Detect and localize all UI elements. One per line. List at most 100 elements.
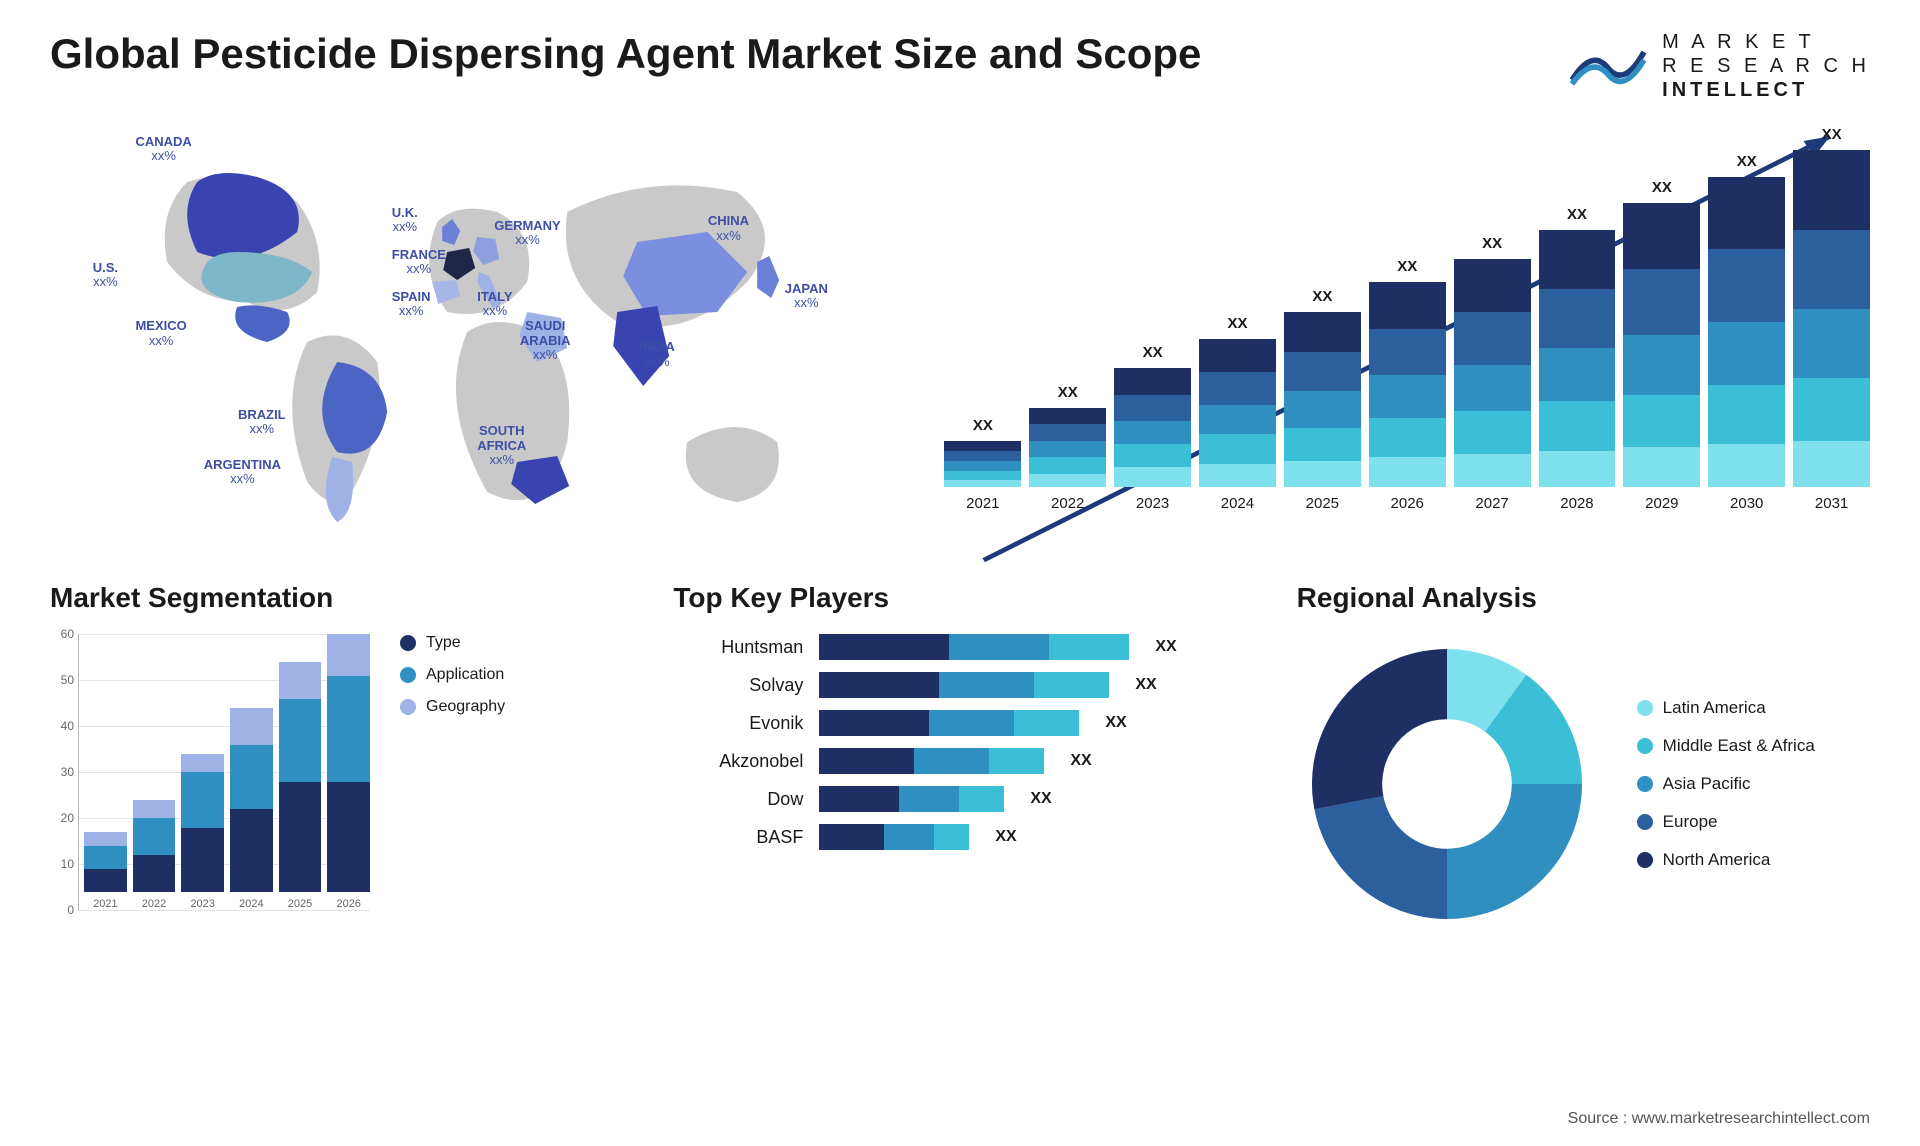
map-country-label: FRANCExx% <box>392 248 446 277</box>
legend-item: North America <box>1637 850 1815 870</box>
map-country-label: BRAZILxx% <box>238 408 286 437</box>
world-map: CANADAxx%U.S.xx%MEXICOxx%BRAZILxx%ARGENT… <box>50 122 904 542</box>
forecast-bar: XX2025 <box>1284 312 1361 512</box>
key-player-row: Akzonobel XX <box>673 748 1246 774</box>
legend-dot-icon <box>400 699 416 715</box>
key-player-bar <box>819 672 1109 698</box>
x-tick-label: 2021 <box>93 898 117 910</box>
swoosh-icon <box>1568 34 1648 99</box>
bottom-row: Market Segmentation 01020304050602021202… <box>50 582 1870 934</box>
legend-item: Middle East & Africa <box>1637 736 1815 756</box>
key-players-list: HuntsmanXXSolvayXXEvonikXXAkzonobelXXDow… <box>673 634 1246 850</box>
y-tick-label: 0 <box>50 903 74 917</box>
segmentation-body: 0102030405060202120222023202420252026 Ty… <box>50 634 623 934</box>
key-player-value: XX <box>1070 752 1091 770</box>
bar-value-label: XX <box>1114 344 1191 361</box>
segmentation-bar: 2023 <box>181 754 224 910</box>
page-title: Global Pesticide Dispersing Agent Market… <box>50 30 1201 78</box>
legend-label: North America <box>1663 850 1771 870</box>
legend-label: Type <box>426 634 461 652</box>
bar-year-label: 2031 <box>1815 495 1848 512</box>
legend-item: Europe <box>1637 812 1815 832</box>
key-player-value: XX <box>1155 638 1176 656</box>
bar-value-label: XX <box>1623 179 1700 196</box>
brand-line: R E S E A R C H <box>1662 54 1870 78</box>
brand-line: M A R K E T <box>1662 30 1870 54</box>
forecast-bar: XX2024 <box>1199 339 1276 512</box>
key-player-bar <box>819 824 969 850</box>
key-player-name: Solvay <box>673 675 803 696</box>
regional-donut-chart <box>1297 634 1597 934</box>
map-country-label: U.K.xx% <box>392 206 418 235</box>
segmentation-bar: 2021 <box>84 832 127 910</box>
key-players-title: Top Key Players <box>673 582 1246 614</box>
map-country-label: MEXICOxx% <box>135 319 186 348</box>
brand-logo: M A R K E T R E S E A R C H INTELLECT <box>1568 30 1870 102</box>
legend-label: Europe <box>1663 812 1718 832</box>
regional-body: Latin AmericaMiddle East & AfricaAsia Pa… <box>1297 634 1870 934</box>
segmentation-panel: Market Segmentation 01020304050602021202… <box>50 582 623 934</box>
x-tick-label: 2026 <box>336 898 360 910</box>
key-player-name: Akzonobel <box>673 751 803 772</box>
bar-year-label: 2026 <box>1391 495 1424 512</box>
key-player-row: HuntsmanXX <box>673 634 1246 660</box>
bar-value-label: XX <box>1369 258 1446 275</box>
bar-year-label: 2027 <box>1475 495 1508 512</box>
regional-panel: Regional Analysis Latin AmericaMiddle Ea… <box>1297 582 1870 934</box>
segmentation-bar: 2022 <box>133 800 176 910</box>
forecast-bar: XX2023 <box>1114 368 1191 512</box>
key-player-row: SolvayXX <box>673 672 1246 698</box>
brand-line: INTELLECT <box>1662 78 1870 102</box>
legend-item: Geography <box>400 698 505 716</box>
key-player-bar <box>819 710 1079 736</box>
legend-dot-icon <box>400 667 416 683</box>
bar-value-label: XX <box>1793 126 1870 143</box>
bar-year-label: 2024 <box>1221 495 1254 512</box>
regional-legend: Latin AmericaMiddle East & AfricaAsia Pa… <box>1637 698 1815 870</box>
bar-year-label: 2023 <box>1136 495 1169 512</box>
map-country-label: SOUTHAFRICAxx% <box>477 424 526 467</box>
bar-value-label: XX <box>1454 235 1531 252</box>
key-player-value: XX <box>1105 714 1126 732</box>
bar-year-label: 2029 <box>1645 495 1678 512</box>
regional-title: Regional Analysis <box>1297 582 1870 614</box>
legend-dot-icon <box>1637 738 1653 754</box>
legend-label: Geography <box>426 698 505 716</box>
map-country-label: INDIAxx% <box>640 340 675 369</box>
segmentation-bar: 2024 <box>230 708 273 910</box>
key-players-panel: Top Key Players HuntsmanXXSolvayXXEvonik… <box>673 582 1246 934</box>
x-tick-label: 2024 <box>239 898 263 910</box>
legend-dot-icon <box>400 635 416 651</box>
y-tick-label: 30 <box>50 765 74 779</box>
top-row: CANADAxx%U.S.xx%MEXICOxx%BRAZILxx%ARGENT… <box>50 122 1870 542</box>
key-player-bar <box>819 634 1129 660</box>
bar-value-label: XX <box>1284 288 1361 305</box>
segmentation-title: Market Segmentation <box>50 582 623 614</box>
donut-slice <box>1312 649 1447 809</box>
donut-slice <box>1314 796 1447 919</box>
bar-value-label: XX <box>1708 153 1785 170</box>
bar-year-label: 2025 <box>1306 495 1339 512</box>
bar-value-label: XX <box>1199 315 1276 332</box>
legend-dot-icon <box>1637 852 1653 868</box>
key-player-row: Evonik XX <box>673 710 1246 736</box>
key-player-name: Evonik <box>673 713 803 734</box>
main-bars: XX2021XX2022XX2023XX2024XX2025XX2026XX20… <box>944 152 1870 512</box>
segmentation-chart: 0102030405060202120222023202420252026 <box>50 634 370 934</box>
key-player-bar <box>819 786 1004 812</box>
brand-text: M A R K E T R E S E A R C H INTELLECT <box>1662 30 1870 102</box>
legend-label: Middle East & Africa <box>1663 736 1815 756</box>
bar-year-label: 2030 <box>1730 495 1763 512</box>
key-player-name: Dow <box>673 789 803 810</box>
forecast-bar: XX2026 <box>1369 282 1446 512</box>
segmentation-bar: 2026 <box>327 634 370 910</box>
legend-dot-icon <box>1637 776 1653 792</box>
map-country-label: CANADAxx% <box>135 135 191 164</box>
map-country-label: U.S.xx% <box>93 261 118 290</box>
key-player-value: XX <box>1030 790 1051 808</box>
map-country-label: SPAINxx% <box>392 290 431 319</box>
x-tick-label: 2023 <box>190 898 214 910</box>
forecast-bar: XX2022 <box>1029 408 1106 512</box>
y-tick-label: 60 <box>50 627 74 641</box>
legend-item: Asia Pacific <box>1637 774 1815 794</box>
